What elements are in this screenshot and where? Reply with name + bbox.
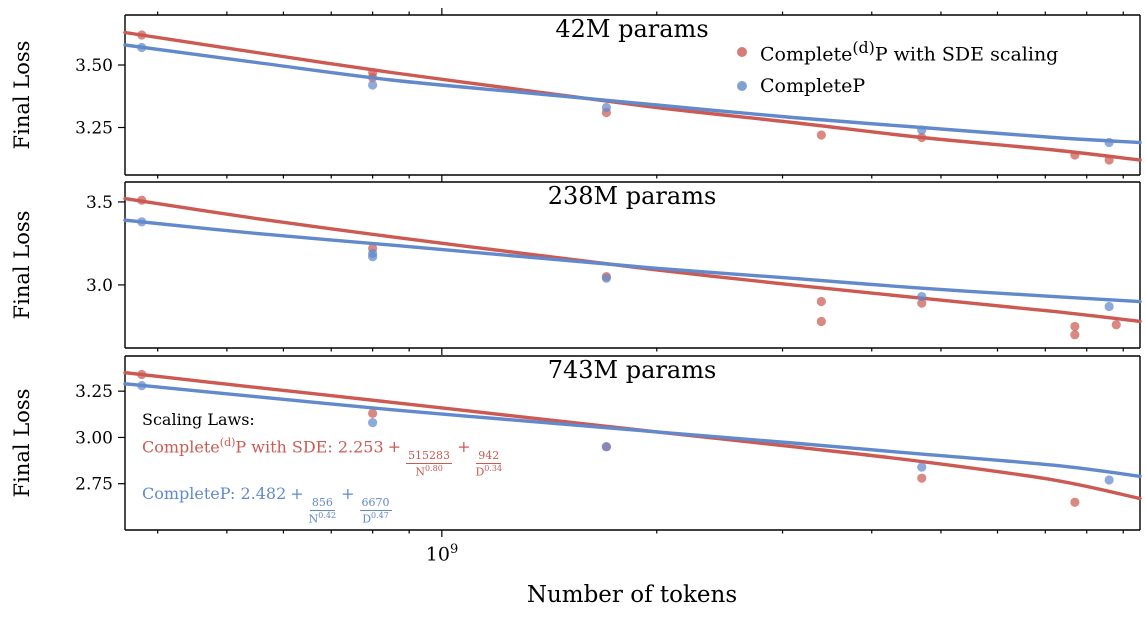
data-point [137,30,147,40]
data-point [601,273,611,283]
data-point [137,42,147,53]
data-point [1104,301,1114,312]
data-point [601,102,611,113]
fit-line [123,30,1142,162]
data-point [1104,137,1114,148]
data-point [368,80,378,90]
data-point [1070,321,1080,332]
legend: Complete(d)P with SDE scaling CompleteP [737,35,1058,103]
data-point [917,125,927,135]
data-point [1070,150,1080,160]
panel-title-42m: 42M params [555,15,709,43]
plot-canvas-42m: 3.50 3.25 [75,8,1142,182]
x-tick-label-1e9: 109 [425,542,459,566]
data-point [1104,155,1114,165]
fraction: 515283 N0.80 [406,449,453,479]
data-point [816,316,826,327]
y-tick-label: 3.5 [86,193,113,213]
fit-line [123,196,1142,324]
data-point [368,252,378,262]
data-point [601,442,611,452]
y-axis-label: Final Loss [10,210,34,320]
panel-42m: 3.50 3.25 42M params Final Loss Complete(… [0,8,1146,182]
fraction: 856 N0.42 [308,496,337,526]
data-point [917,473,927,483]
data-point [137,381,147,391]
y-tick-label: 3.0 [86,276,113,296]
fit-line [123,382,1142,479]
annotation-title: Scaling Laws: [142,410,255,429]
panel-title-238m: 238M params [547,182,717,210]
data-point [137,369,147,380]
data-point [1111,320,1121,330]
x-axis-label: Number of tokens [526,582,738,608]
data-point [816,296,826,307]
y-axis-label: Final Loss [10,388,34,498]
data-point [137,217,147,227]
data-point [1070,330,1080,340]
plot-canvas-743m: 3.25 3.00 2.75 [75,355,1142,537]
legend-item-completep: CompleteP [737,69,1058,103]
scaling-laws-annotation: Scaling Laws: Complete(d)P with SDE: 2.2… [142,412,503,533]
legend-label-sde: Complete(d)P with SDE scaling [760,38,1059,66]
annotation-blue-equation: CompleteP: 2.482 +856 N0.42 +6670 D0.47 [142,484,392,526]
y-tick-label: 3.25 [75,382,113,402]
legend-item-sde: Complete(d)P with SDE scaling [737,35,1058,69]
y-tick-label: 3.00 [75,428,113,448]
y-tick-label: 3.50 [75,56,113,76]
panel-238m: 3.5 3.0 238M params Final Loss [0,181,1146,355]
fraction: 6670 D0.47 [359,496,392,526]
y-tick-label: 2.75 [75,475,113,495]
data-point [917,291,927,302]
data-point [368,408,378,418]
x-axis-area: 109 Number of tokens [0,530,1146,620]
data-point [137,195,147,205]
legend-marker-red-icon [737,47,747,57]
data-point [917,132,927,143]
fraction: 942 D0.34 [475,449,503,479]
data-point [917,298,927,308]
data-point [917,462,927,472]
data-point [816,130,826,140]
legend-label-completep: CompleteP [760,75,866,97]
y-tick-label: 3.25 [75,119,113,139]
y-axis-label: Final Loss [10,40,34,150]
fit-line [123,218,1142,304]
panel-743m: 3.25 3.00 2.75 743M params Final Loss Scal… [0,355,1146,537]
panel-title-743m: 743M params [547,356,717,384]
data-point [368,418,378,428]
legend-marker-blue-icon [737,81,747,91]
annotation-red-equation: Complete(d)P with SDE: 2.253 +515283 N0.80… [142,436,503,479]
fit-line [123,43,1142,145]
data-point [1070,497,1080,507]
plot-canvas-238m: 3.5 3.0 [86,181,1142,355]
data-point [1104,475,1114,485]
